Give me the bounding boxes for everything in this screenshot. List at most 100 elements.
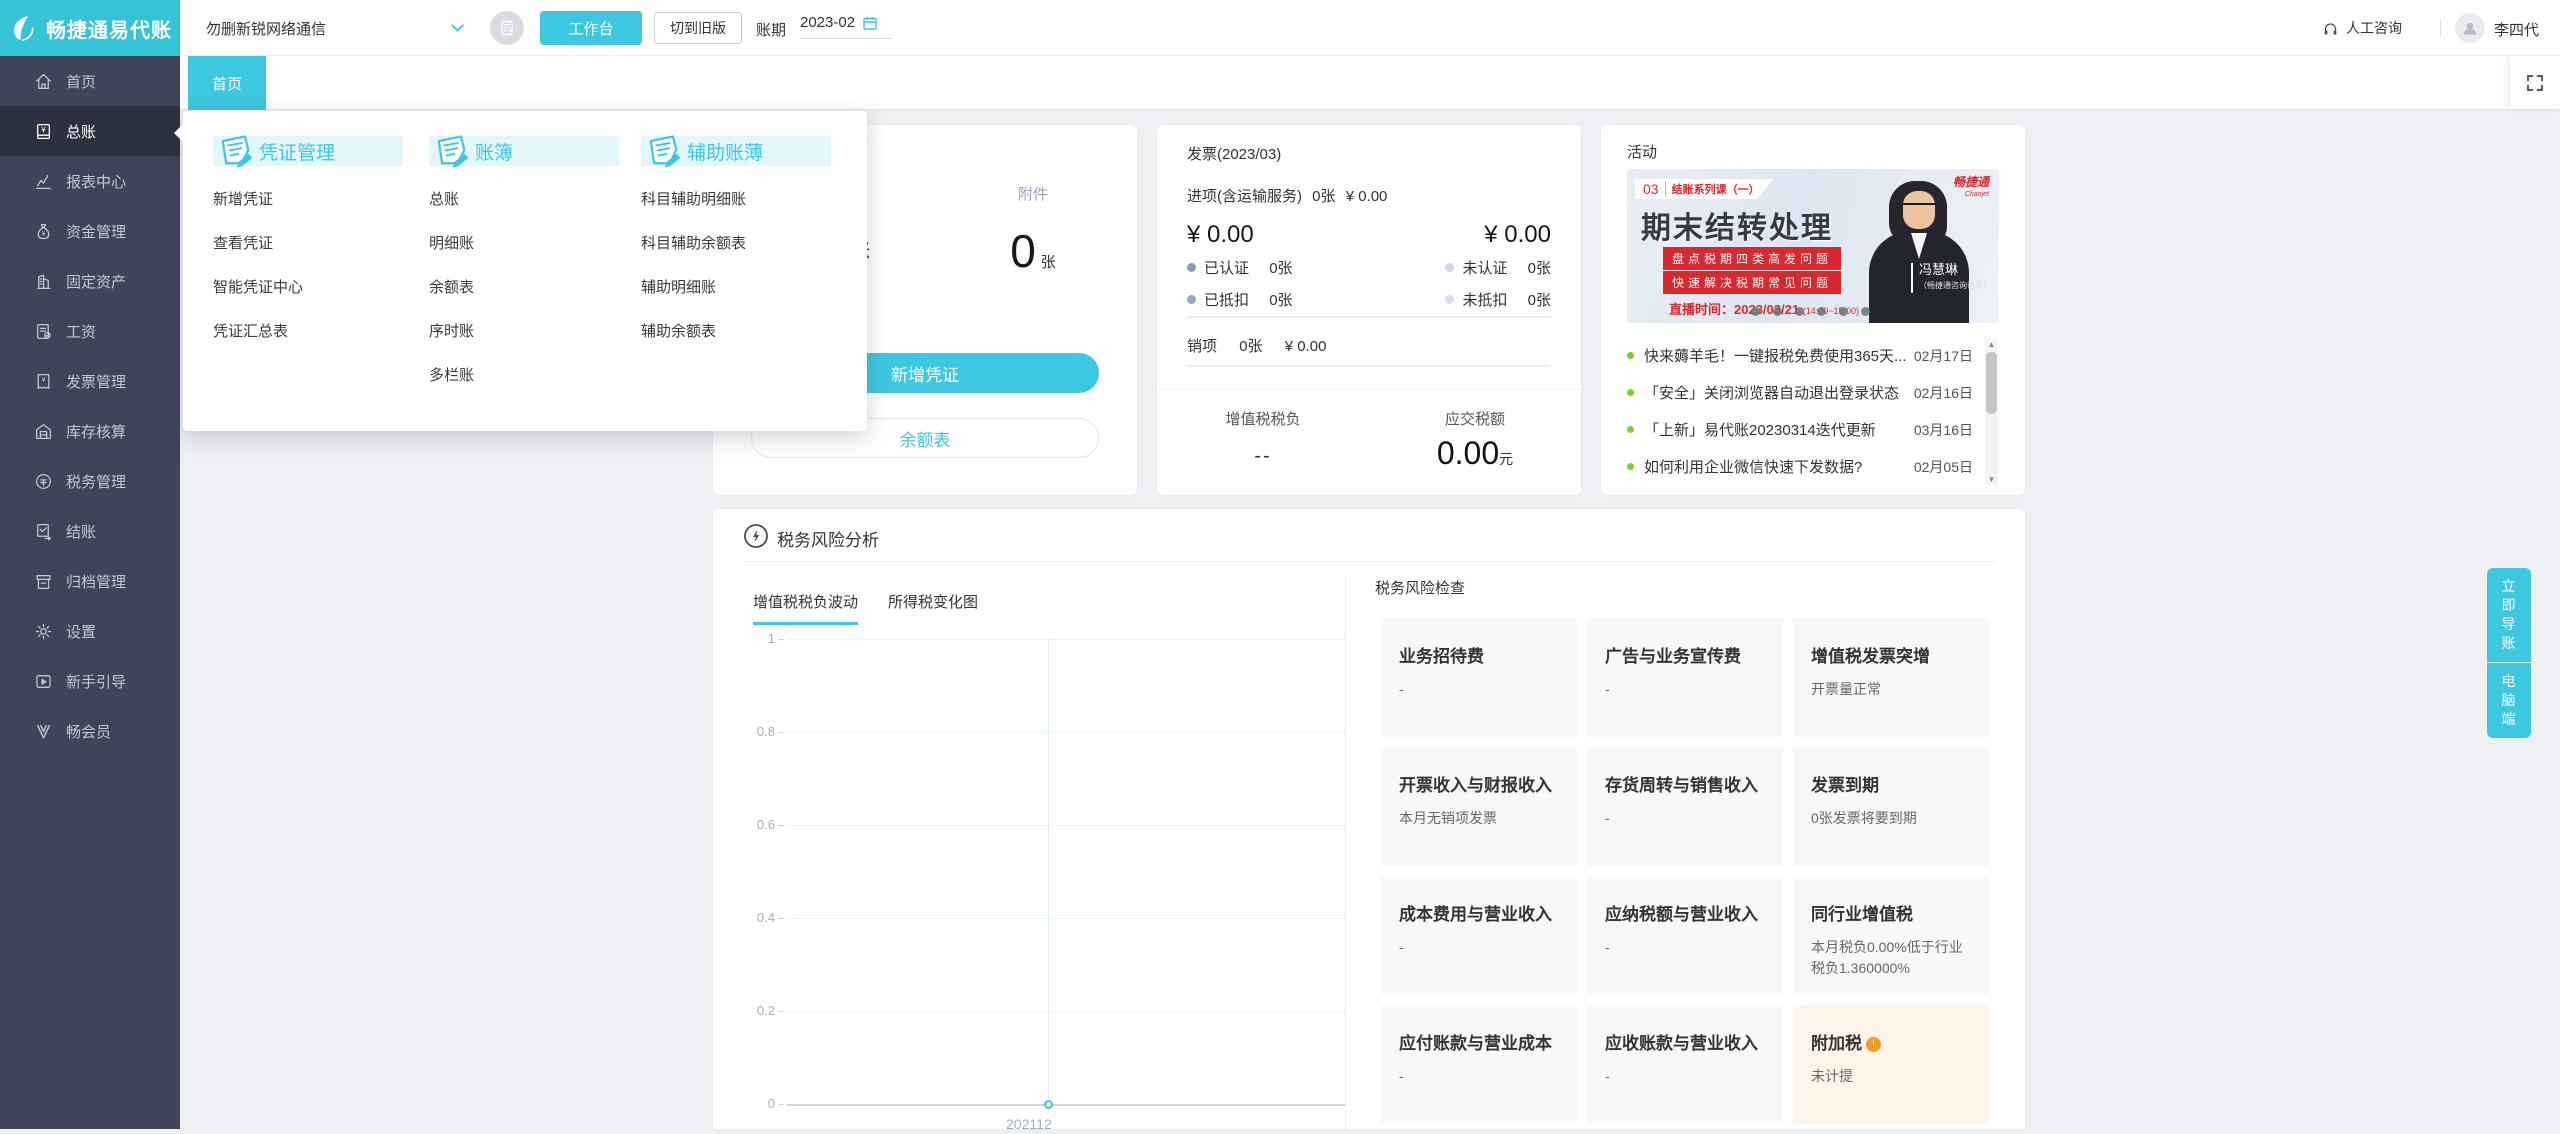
user-name[interactable]: 李四代 [2494,22,2540,39]
news-item[interactable]: 如何利用企业微信快速下发数据? 02月05日 [1627,448,1973,485]
company-name: 勿删新锐网络通信 [206,20,327,38]
tab-home[interactable]: 首页 [188,56,266,110]
chart-tabs: 增值税税负波动 所得税变化图 [753,591,978,625]
fullscreen-button[interactable] [2510,56,2560,109]
news-scrollbar[interactable]: ▲ ▼ [1985,339,1998,485]
home-icon [36,73,51,89]
sidebar-item-invoice[interactable]: ¥ 发票管理 [0,356,180,406]
svg-text:¥: ¥ [42,377,46,384]
risk-check-item[interactable]: 发票到期 0张发票将要到期 [1793,747,1989,866]
sidebar-item-salary[interactable]: 工资 [0,306,180,356]
input-count: 0张 [1312,188,1336,205]
presenter-name: 冯慧琳 （畅捷通咨询讲师） [1911,263,1991,293]
sidebar-label: 报表中心 [66,173,127,191]
risk-check-item-surtax[interactable]: 附加税! 未计提 [1793,1005,1989,1124]
sidebar-item-tax[interactable]: 税务管理 [0,456,180,506]
user-avatar[interactable] [2455,13,2485,43]
voucher-note-icon [221,135,253,168]
menu-item-subject-aux-detail[interactable]: 科目辅助明细账 [641,191,747,208]
menu-item-voucher-summary[interactable]: 凭证汇总表 [213,323,289,340]
company-selector[interactable]: 勿删新锐网络通信 [206,0,464,56]
risk-check-item[interactable]: 应付账款与营业成本 - [1381,1005,1577,1124]
invoice-input-row: 进项(含运输服务) 0张 ¥ 0.00 [1187,185,1387,206]
sidebar-item-home[interactable]: 首页 [0,56,180,106]
sidebar-item-fixed-assets[interactable]: 固定资产 [0,256,180,306]
menu-item-subject-aux-balance[interactable]: 科目辅助余额表 [641,235,747,252]
sidebar-label: 税务管理 [66,473,127,491]
tax-due-unit: 元 [1499,451,1514,467]
menu-item-new-voucher[interactable]: 新增凭证 [213,191,274,208]
carousel-dot[interactable] [1795,307,1804,316]
menu-item-multi-column[interactable]: 多栏账 [429,367,475,384]
scrollbar-thumb[interactable] [1986,352,1997,414]
sidebar-item-closing[interactable]: 结账 [0,506,180,556]
carousel-dot[interactable] [1839,307,1848,316]
carousel-dot[interactable] [1773,307,1782,316]
risk-check-item[interactable]: 成本费用与营业收入 - [1381,876,1577,995]
risk-check-item[interactable]: 同行业增值税 本月税负0.00%低于行业税负1.360000% [1793,876,1989,995]
sidebar-item-archive[interactable]: 归档管理 [0,556,180,606]
headset-icon [2324,22,2337,35]
sidebar-item-guide[interactable]: 新手引导 [0,656,180,706]
menu-item-journal[interactable]: 序时账 [429,323,475,340]
risk-check-item[interactable]: 存货周转与销售收入 - [1587,747,1783,866]
risk-check-item[interactable]: 增值税发票突增 开票量正常 [1793,618,1989,737]
support-label: 人工咨询 [2346,20,2402,36]
menu-item-balance-sheet[interactable]: 余额表 [429,279,475,296]
tab-vat-burden[interactable]: 增值税税负波动 [753,591,859,625]
topbar-divider [2440,18,2441,38]
risk-check-item[interactable]: 业务招待费 - [1381,618,1577,737]
carousel-dot[interactable] [1751,307,1760,316]
legend-dot-deducted [1187,295,1196,304]
sidebar-item-inventory[interactable]: 库存核算 [0,406,180,456]
scroll-up-icon[interactable]: ▲ [1987,340,1996,349]
attachment-unit: 张 [1040,254,1056,271]
general-ledger-menu-popup: 凭证管理 新增凭证 查看凭证 智能凭证中心 凭证汇总表 账簿 总账 明细账 余额… [174,111,867,431]
menu-item-detail-ledger[interactable]: 明细账 [429,235,475,252]
news-item[interactable]: 「上新」易代账20230314迭代更新 03月16日 [1627,411,1973,448]
news-item[interactable]: 「安全」关闭浏览器自动退出登录状态 02月16日 [1627,374,1973,411]
legend-value: 0张 [1269,292,1293,309]
workbench-button[interactable]: 工作台 [540,11,642,45]
menu-item-view-voucher[interactable]: 查看凭证 [213,235,274,252]
risk-check-item[interactable]: 广告与业务宣传费 - [1587,618,1783,737]
sidebar-item-general-ledger[interactable]: ¥ 总账 [0,106,180,156]
menu-item-aux-detail[interactable]: 辅助明细账 [641,279,717,296]
risk-check-item[interactable]: 应收账款与营业收入 - [1587,1005,1783,1124]
risk-check-item[interactable]: 应纳税额与营业收入 - [1587,876,1783,995]
promo-banner[interactable]: 03 结账系列课（一） 期末结转处理 盘点税期四类高发问题 快速解决税期常见问题… [1627,169,1999,323]
menu-item-general-ledger[interactable]: 总账 [429,191,460,208]
human-support-link[interactable]: 人工咨询 [2322,0,2402,56]
calculator-button[interactable] [490,11,524,45]
sidebar-item-settings[interactable]: 设置 [0,606,180,656]
fixed-asset-icon [37,274,51,289]
carousel-dot[interactable] [1861,307,1870,316]
invoice-icon: ¥ [37,373,50,389]
sidebar-item-funds[interactable]: ¥ 资金管理 [0,206,180,256]
sidebar-label: 归档管理 [66,573,127,591]
svg-text:¥: ¥ [41,125,46,134]
menu-item-smart-voucher-center[interactable]: 智能凭证中心 [213,279,304,296]
period-label: 账期 [756,22,787,39]
tab-income-tax[interactable]: 所得税变化图 [888,594,979,611]
risk-check-item[interactable]: 开票收入与财报收入 本月无销项发票 [1381,747,1577,866]
scroll-down-icon[interactable]: ▼ [1987,475,1996,484]
tax-icon [36,473,51,489]
invoice-card-title: 发票(2023/03) [1187,146,1282,163]
output-count: 0张 [1239,338,1263,355]
carousel-dot[interactable] [1817,307,1826,316]
menu-item-aux-balance[interactable]: 辅助余额表 [641,323,717,340]
attachment-label: 附件 [1017,186,1048,203]
sidebar-item-member[interactable]: 畅会员 [0,706,180,756]
invoice-summary-card: 发票(2023/03) 进项(含运输服务) 0张 ¥ 0.00 ¥ 0.00 ¥… [1157,125,1581,495]
period-value: 2023-02 [800,14,856,31]
vat-burden-chart: 1 0.8 0.6 0.4 0.2 0 202112 [753,631,1345,1134]
switch-old-version-button[interactable]: 切到旧版 [654,12,742,44]
sidebar-item-reports[interactable]: 报表中心 [0,156,180,206]
desktop-client-button[interactable]: 电脑端 [2487,663,2531,738]
menu-section-header: 凭证管理 [213,135,403,168]
news-item[interactable]: 快来薅羊毛！一键报税免费使用365天... 02月17日 [1627,337,1973,374]
risk-check-title: 税务风险检查 [1375,580,1466,597]
period-picker[interactable]: 2023-02 [800,14,892,39]
import-accounts-button[interactable]: 立即导账 [2487,568,2531,663]
